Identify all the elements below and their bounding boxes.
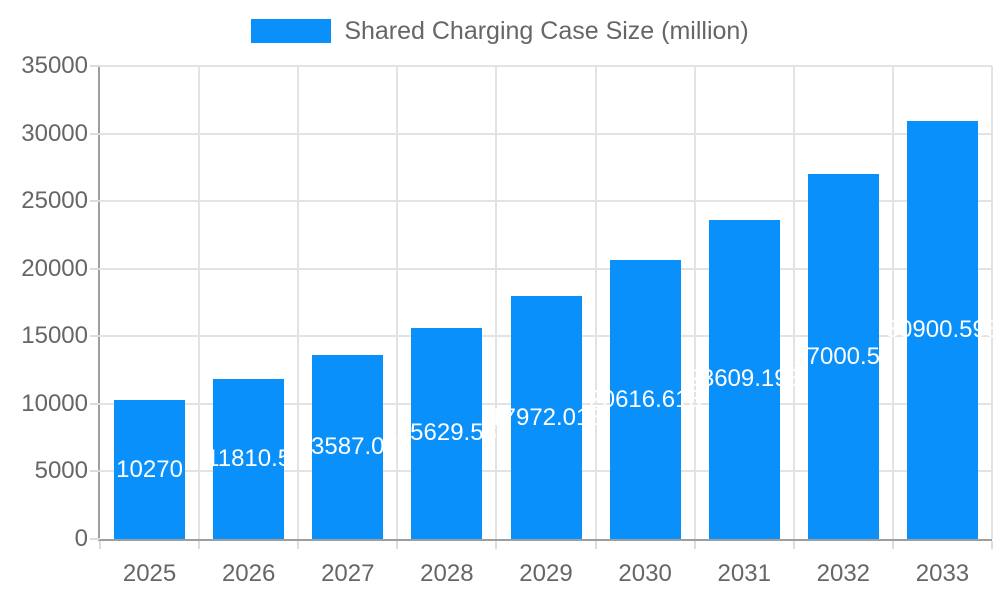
bar[interactable] bbox=[411, 327, 483, 539]
x-grid-line bbox=[495, 66, 498, 539]
x-axis-tick-label: 2026 bbox=[221, 560, 276, 587]
y-axis-tick-label: 0 bbox=[74, 525, 88, 552]
bar[interactable] bbox=[213, 379, 285, 539]
x-axis-tick-label: 2028 bbox=[420, 560, 474, 587]
y-axis-tick-label: 15000 bbox=[21, 322, 88, 350]
bar-value-label: 10270 bbox=[116, 455, 183, 483]
y-grid-line bbox=[100, 200, 992, 203]
x-grid-line bbox=[198, 66, 201, 539]
legend-color-box bbox=[251, 19, 332, 43]
x-axis-tick-label: 2025 bbox=[122, 560, 177, 587]
y-axis-tick-label: 20000 bbox=[21, 254, 88, 282]
bar-value-label: 13587.07 bbox=[297, 433, 398, 461]
bar-value-label: 30900.598 bbox=[885, 316, 1000, 344]
y-axis-tick-mark bbox=[90, 538, 100, 540]
x-axis-tick-label: 2032 bbox=[816, 560, 871, 587]
bar[interactable] bbox=[312, 355, 384, 539]
x-axis-tick-label: 2027 bbox=[321, 560, 375, 587]
x-grid-line bbox=[594, 66, 597, 539]
bar-value-label: 17972.018 bbox=[489, 403, 603, 431]
x-grid-line bbox=[891, 66, 894, 539]
y-axis-tick-mark bbox=[90, 470, 100, 473]
x-axis-tick-label: 2029 bbox=[519, 560, 573, 587]
bar-value-label: 23609.198 bbox=[687, 365, 801, 393]
x-axis-tick-mark bbox=[99, 541, 101, 549]
bar[interactable] bbox=[510, 296, 582, 539]
y-axis-tick-label: 5000 bbox=[34, 457, 88, 485]
y-grid-line bbox=[100, 267, 992, 270]
y-axis-tick-mark bbox=[90, 267, 100, 270]
y-axis-tick-mark bbox=[90, 402, 100, 405]
y-axis-tick-mark bbox=[90, 65, 100, 67]
x-axis-tick-mark bbox=[594, 541, 597, 549]
x-axis-tick-mark bbox=[198, 541, 201, 549]
y-axis-tick-label: 35000 bbox=[21, 52, 88, 79]
y-axis-tick-mark bbox=[90, 335, 100, 338]
y-axis-tick-label: 25000 bbox=[21, 187, 88, 215]
x-grid-line bbox=[693, 66, 696, 539]
x-axis-tick-mark bbox=[991, 541, 993, 549]
x-grid-line bbox=[792, 66, 795, 539]
x-axis-tick-label: 2031 bbox=[717, 560, 771, 587]
bar[interactable] bbox=[609, 260, 681, 539]
x-axis-tick-mark bbox=[891, 541, 894, 549]
bar[interactable] bbox=[708, 219, 780, 539]
bar[interactable] bbox=[807, 174, 879, 539]
bar[interactable] bbox=[114, 400, 186, 539]
plot-area: 10270 11810.5 13587.07 15629.53 17972.018 206… bbox=[98, 65, 999, 541]
x-axis-tick-mark bbox=[396, 541, 399, 549]
x-axis-tick-label: 2033 bbox=[915, 560, 970, 587]
bar-value-label: 11810.5 bbox=[206, 445, 292, 473]
x-grid-line bbox=[297, 66, 300, 539]
x-grid-line bbox=[991, 66, 993, 539]
bar-value-label: 15629.53 bbox=[396, 419, 497, 447]
bar-value-label: 20616.618 bbox=[588, 385, 702, 413]
x-axis-tick-mark bbox=[495, 541, 498, 549]
x-grid-line bbox=[396, 66, 399, 539]
y-axis-tick-label: 30000 bbox=[21, 119, 88, 147]
x-axis-tick-mark bbox=[297, 541, 300, 549]
y-grid-line bbox=[100, 132, 992, 135]
y-axis-tick-mark bbox=[90, 132, 100, 135]
x-axis-tick-label: 2030 bbox=[618, 560, 672, 587]
bar-value-label: 27000.52 bbox=[793, 342, 894, 370]
y-axis-tick-label: 10000 bbox=[21, 389, 88, 417]
y-grid-line bbox=[100, 65, 992, 67]
x-axis-tick-mark bbox=[693, 541, 696, 549]
y-axis-tick-mark bbox=[90, 200, 100, 203]
legend-label: Shared Charging Case Size (million) bbox=[344, 17, 749, 45]
chart-legend[interactable]: Shared Charging Case Size (million) bbox=[0, 16, 1000, 46]
bar[interactable] bbox=[906, 121, 978, 539]
x-axis-tick-mark bbox=[792, 541, 795, 549]
